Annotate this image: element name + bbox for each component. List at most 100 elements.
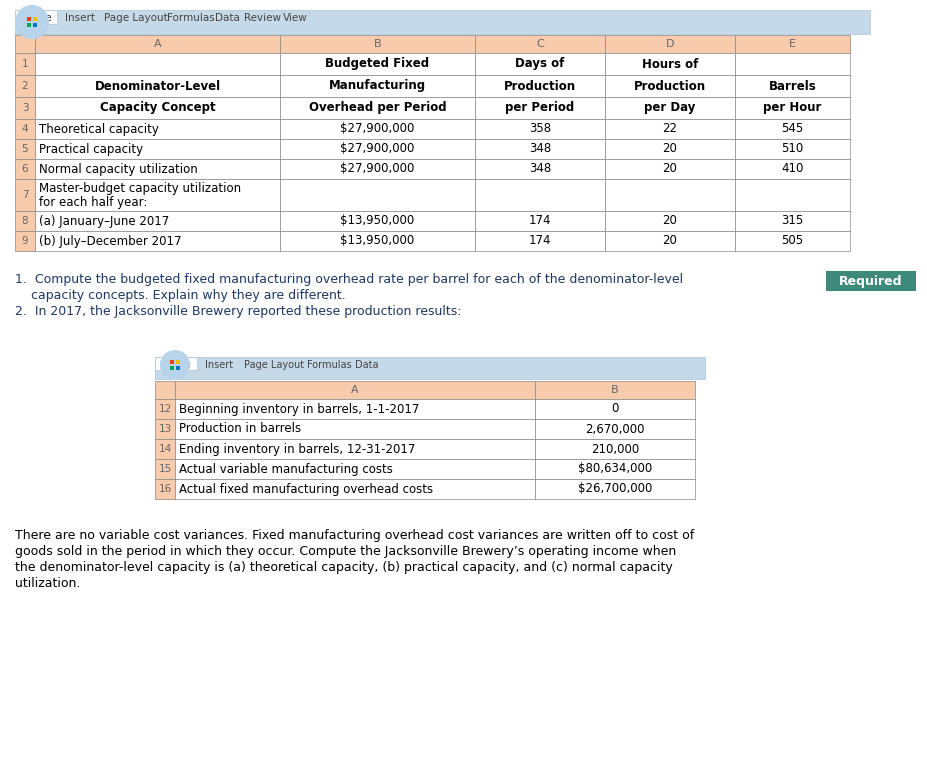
Text: 7: 7 (21, 190, 29, 200)
Circle shape (160, 351, 189, 379)
Bar (535, 459, 694, 479)
Bar (155, 479, 175, 499)
Bar (535, 381, 694, 399)
Bar (475, 119, 604, 139)
Bar (734, 231, 849, 251)
Text: C: C (536, 39, 543, 49)
Bar (280, 211, 475, 231)
Text: 1.  Compute the budgeted fixed manufacturing overhead rate per barrel for each o: 1. Compute the budgeted fixed manufactur… (15, 273, 682, 286)
Text: utilization.: utilization. (15, 577, 81, 590)
Text: 22: 22 (662, 123, 677, 135)
Text: 348: 348 (528, 163, 551, 175)
Text: Review: Review (244, 13, 281, 23)
Bar (155, 459, 175, 479)
Text: $27,900,000: $27,900,000 (340, 163, 414, 175)
Text: 12: 12 (159, 404, 171, 414)
Bar (35, 75, 280, 97)
Bar (176, 360, 180, 364)
Bar (15, 75, 35, 97)
Text: Overhead per Period: Overhead per Period (309, 102, 446, 114)
Bar (604, 139, 734, 159)
Circle shape (16, 6, 48, 38)
Text: 410: 410 (781, 163, 803, 175)
Bar (15, 53, 35, 75)
Bar (280, 119, 475, 139)
Bar (734, 139, 849, 159)
Bar (176, 366, 180, 370)
Bar (604, 75, 734, 97)
Text: Master-budget capacity utilization: Master-budget capacity utilization (39, 182, 241, 195)
Text: Formulas: Formulas (167, 13, 214, 23)
Bar (155, 439, 175, 459)
Text: Required: Required (838, 274, 902, 288)
Bar (15, 119, 35, 139)
Bar (734, 179, 849, 211)
Bar (535, 439, 694, 459)
Bar (734, 97, 849, 119)
Text: 20: 20 (662, 142, 677, 156)
Text: 16: 16 (159, 484, 171, 494)
Bar (280, 97, 475, 119)
Text: 3: 3 (21, 103, 29, 113)
Text: $13,950,000: $13,950,000 (340, 235, 414, 247)
Bar (170, 360, 174, 364)
Bar (15, 139, 35, 159)
Bar (475, 179, 604, 211)
Bar (280, 75, 475, 97)
Text: 348: 348 (528, 142, 551, 156)
Text: Ending inventory in barrels, 12-31-2017: Ending inventory in barrels, 12-31-2017 (179, 443, 415, 455)
Bar (475, 211, 604, 231)
Bar (35, 231, 280, 251)
Text: Page Layout: Page Layout (104, 13, 168, 23)
Bar (27, 17, 31, 21)
Text: $27,900,000: $27,900,000 (340, 123, 414, 135)
Text: 5: 5 (21, 144, 29, 154)
Bar (475, 159, 604, 179)
Text: There are no variable cost variances. Fixed manufacturing overhead cost variance: There are no variable cost variances. Fi… (15, 529, 693, 542)
Text: 510: 510 (781, 142, 803, 156)
Text: (a) January–June 2017: (a) January–June 2017 (39, 214, 169, 228)
Bar (535, 419, 694, 439)
Text: A: A (154, 39, 161, 49)
Text: 505: 505 (781, 235, 803, 247)
Bar (475, 97, 604, 119)
Text: 20: 20 (662, 214, 677, 228)
Bar (155, 357, 705, 379)
Bar (35, 159, 280, 179)
Bar (475, 231, 604, 251)
Bar (15, 97, 35, 119)
Bar (604, 159, 734, 179)
Text: 358: 358 (528, 123, 551, 135)
Bar (280, 231, 475, 251)
Bar (734, 35, 849, 53)
Bar (27, 23, 31, 27)
Text: 13: 13 (159, 424, 171, 434)
Bar (35, 35, 280, 53)
Text: 2.  In 2017, the Jacksonville Brewery reported these production results:: 2. In 2017, the Jacksonville Brewery rep… (15, 305, 461, 318)
Bar (734, 119, 849, 139)
Text: Actual fixed manufacturing overhead costs: Actual fixed manufacturing overhead cost… (179, 482, 433, 496)
Text: Insert: Insert (65, 13, 95, 23)
Text: (b) July–December 2017: (b) July–December 2017 (39, 235, 182, 247)
Bar (35, 53, 280, 75)
Text: B: B (611, 385, 618, 395)
Bar (280, 139, 475, 159)
Bar (35, 179, 280, 211)
Bar (15, 35, 35, 53)
Bar (825, 271, 915, 291)
Text: Barrels: Barrels (768, 80, 816, 92)
Bar (604, 179, 734, 211)
Text: 20: 20 (662, 235, 677, 247)
Bar (734, 211, 849, 231)
Text: 2,670,000: 2,670,000 (585, 422, 644, 436)
Bar (175, 479, 535, 499)
Bar (280, 35, 475, 53)
Text: A: A (350, 385, 359, 395)
Text: 174: 174 (528, 214, 551, 228)
Text: Insert: Insert (205, 360, 233, 370)
Text: B: B (374, 39, 381, 49)
Text: Production in barrels: Production in barrels (179, 422, 300, 436)
Bar (35, 119, 280, 139)
Text: 8: 8 (21, 216, 29, 226)
Text: per Period: per Period (505, 102, 574, 114)
